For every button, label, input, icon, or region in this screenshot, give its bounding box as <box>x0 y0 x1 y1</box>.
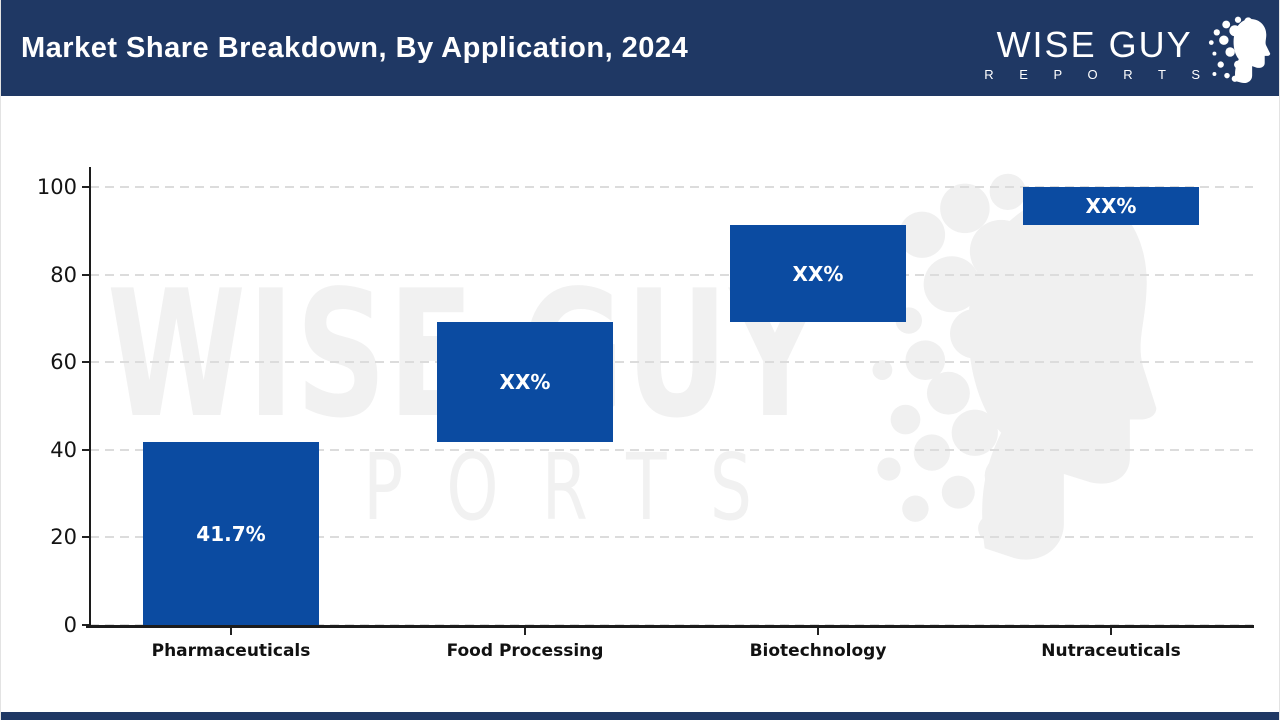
brand-subtitle: R E P O R T S <box>984 66 1211 82</box>
page-title: Market Share Breakdown, By Application, … <box>21 31 689 64</box>
y-tick-label: 60 <box>50 350 77 375</box>
x-tick-mark <box>817 627 819 635</box>
y-tick-label: 40 <box>50 437 77 462</box>
bar: XX% <box>730 225 906 323</box>
y-tick-mark <box>82 361 90 364</box>
bar: XX% <box>1023 187 1199 226</box>
x-tick-mark <box>1110 627 1112 635</box>
header-bar: Market Share Breakdown, By Application, … <box>1 0 1279 96</box>
x-tick-mark <box>524 627 526 635</box>
brand-text: WISE GUY R E P O R T S <box>978 23 1211 82</box>
x-category-label: Pharmaceuticals <box>151 641 311 661</box>
bar-value-label: XX% <box>499 370 551 395</box>
x-tick-mark <box>230 627 232 635</box>
gridline <box>90 186 1253 188</box>
gridline <box>90 361 1253 364</box>
y-tick-mark <box>82 448 90 451</box>
gridline <box>90 273 1253 276</box>
x-category-label: Biotechnology <box>749 641 887 661</box>
brand-title: WISE GUY <box>996 23 1193 65</box>
gridline <box>90 536 1253 539</box>
bar: XX% <box>437 322 613 443</box>
y-tick-label: 80 <box>50 262 77 287</box>
y-tick-mark <box>82 273 90 276</box>
y-axis-spine <box>89 167 91 627</box>
bar-value-label: XX% <box>792 261 844 286</box>
x-axis-spine <box>86 625 1254 628</box>
x-category-label: Nutraceuticals <box>1041 641 1181 661</box>
y-tick-label: 20 <box>50 525 77 550</box>
bar-value-label: XX% <box>1085 194 1137 219</box>
y-tick-label: 0 <box>63 613 77 637</box>
y-tick-mark <box>82 536 90 539</box>
gridline <box>90 448 1253 451</box>
y-tick-label: 100 <box>36 175 77 199</box>
y-tick-mark <box>82 186 90 188</box>
watermark-face-icon <box>856 140 1186 614</box>
footer-bar <box>1 712 1279 720</box>
x-category-label: Food Processing <box>446 641 604 661</box>
brand-logo: WISE GUY R E P O R T S <box>978 12 1271 96</box>
bar-value-label: 41.7% <box>196 521 266 546</box>
face-logo-icon <box>1205 12 1271 96</box>
bar: 41.7% <box>143 442 319 625</box>
